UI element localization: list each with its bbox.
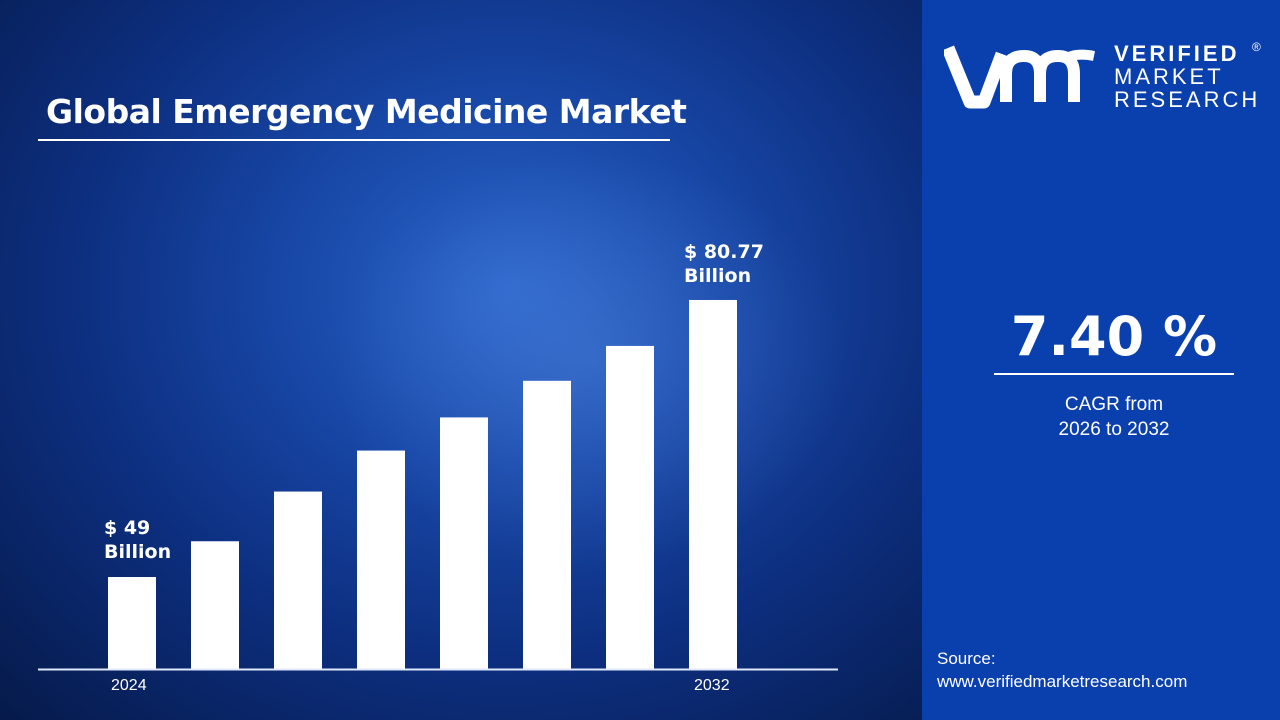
logo-text: VERIFIED MARKET RESEARCH: [1114, 42, 1260, 111]
cagr-line2: 2026 to 2032: [1058, 419, 1170, 440]
bar-2: [274, 491, 322, 669]
source-link[interactable]: www.verifiedmarketresearch.com: [937, 672, 1188, 691]
source-label: Source:: [937, 649, 996, 668]
bar-1: [191, 541, 239, 669]
registered-mark: ®: [1252, 40, 1261, 54]
x-tick-2024: 2024: [111, 677, 147, 694]
cagr-divider: [994, 373, 1234, 375]
first-value-unit: Billion: [104, 541, 172, 563]
bar-4: [440, 417, 488, 669]
title-underline: [38, 139, 670, 141]
first-value-label: $ 49 Billion: [104, 516, 171, 564]
cagr-value: 7.40 %: [1010, 305, 1218, 368]
logo-line1: VERIFIED: [1114, 41, 1240, 66]
last-value-label: $ 80.77 Billion: [684, 240, 764, 288]
source: Source: www.verifiedmarketresearch.com: [937, 647, 1187, 693]
x-tick-2032: 2032: [694, 677, 730, 694]
logo-line2: MARKET: [1114, 64, 1224, 89]
cagr-caption: CAGR from 2026 to 2032: [994, 392, 1234, 442]
logo-line3: RESEARCH: [1114, 87, 1261, 112]
bar-5: [523, 380, 571, 669]
background-image: [330, 150, 850, 570]
vmr-logo-icon: [944, 45, 1095, 109]
bar-7: [689, 299, 737, 669]
last-value-amount: $ 80.77: [684, 241, 764, 263]
bar-6: [606, 345, 654, 669]
bar-0: [108, 577, 156, 669]
bar-chart: [38, 299, 838, 671]
cagr-line1: CAGR from: [1064, 394, 1164, 415]
chart-title: Global Emergency Medicine Market: [46, 92, 687, 131]
first-value-amount: $ 49: [104, 517, 151, 539]
info-panel: [922, 0, 1280, 720]
last-value-unit: Billion: [684, 265, 752, 287]
bar-3: [357, 450, 405, 669]
